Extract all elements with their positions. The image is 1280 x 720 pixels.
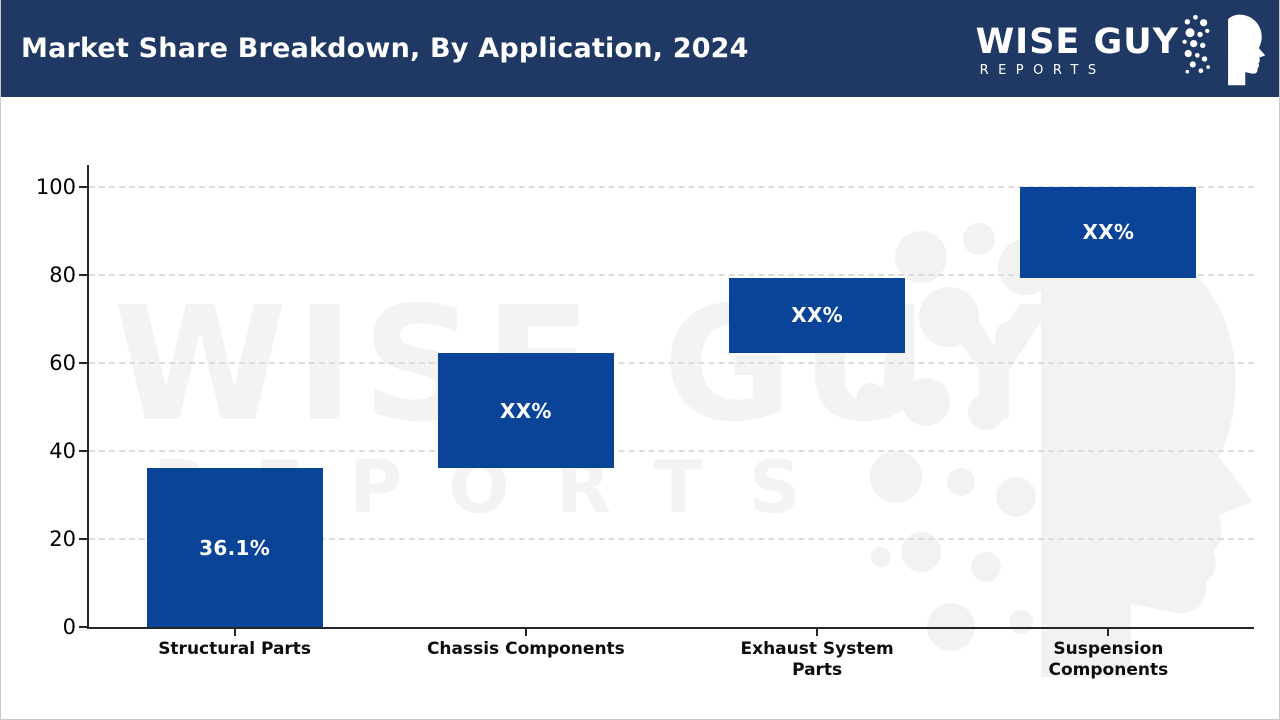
x-tick-mark [816,629,819,636]
x-category-label: Structural Parts [158,639,312,659]
y-axis-line [87,165,89,629]
bar-value-label: XX% [499,398,552,423]
bar-value-label: 36.1% [199,535,271,560]
y-gridline [89,362,1254,364]
logo-subtext: REPORTS [979,62,1106,78]
y-tick-mark [79,274,87,276]
bar-segment: XX% [1020,187,1197,278]
x-category-label: Exhaust System Parts [740,639,894,680]
bar-segment: 36.1% [146,468,323,627]
y-tick-label: 40 [49,439,76,463]
y-tick-mark [79,362,87,364]
y-tick-label: 0 [62,615,76,639]
y-tick-label: 60 [49,351,76,375]
bar-value-label: XX% [791,303,844,328]
y-tick-mark [79,626,87,628]
bar-segment: XX% [437,352,614,469]
y-tick-label: 20 [49,527,76,551]
logo-head-icon [1182,14,1266,85]
chart-section: WISE GUY REPORTS 0 20 40 60 80 100 36.1% Struct… [1,97,1279,719]
x-axis-line [87,627,1254,629]
y-tick-mark [79,538,87,540]
x-tick-mark [1107,629,1110,636]
y-tick-mark [79,186,87,188]
x-category-label: Suspension Components [1048,639,1169,680]
y-tick-label: 80 [49,263,76,287]
logo-wordmark-block: WISE GUY REPORTS [975,21,1179,78]
brand-logo: WISE GUY REPORTS [976,7,1267,91]
x-tick-mark [524,629,527,636]
bar-segment: XX% [729,277,906,353]
report-header: Market Share Breakdown, By Application, … [1,0,1279,97]
logo-wordmark: WISE GUY [975,21,1179,62]
y-tick-mark [79,450,87,452]
y-gridline [89,274,1254,276]
bar-value-label: XX% [1082,220,1135,245]
plot-area: 0 20 40 60 80 100 36.1% Structural Parts XX% Chas… [1,97,1279,719]
y-gridline [89,538,1254,540]
x-tick-mark [233,629,236,636]
y-gridline [89,186,1254,188]
y-gridline [89,450,1254,452]
y-tick-label: 100 [35,175,76,199]
page-title: Market Share Breakdown, By Application, … [21,33,749,64]
x-category-label: Chassis Components [426,639,625,659]
